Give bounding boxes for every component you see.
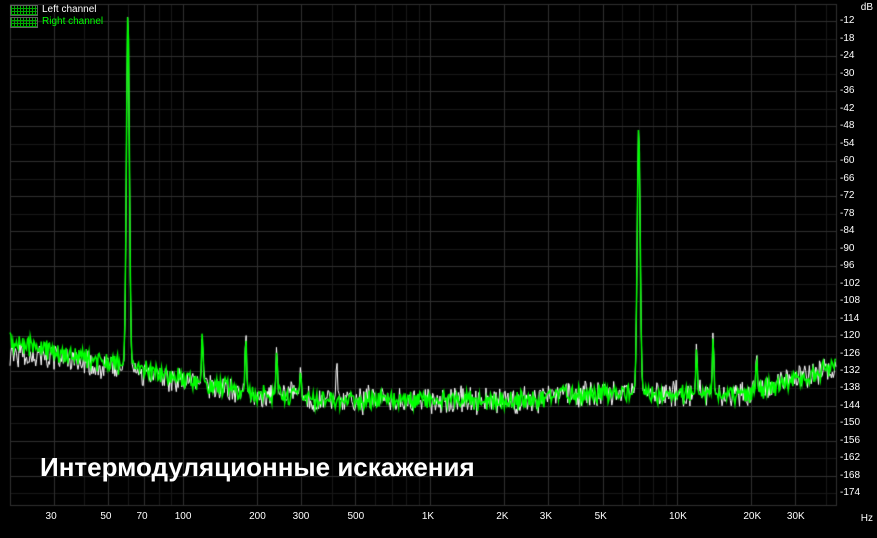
y-tick-label: -30 — [840, 68, 854, 79]
y-tick-label: -12 — [840, 15, 854, 26]
legend-label-left: Left channel — [42, 4, 97, 16]
y-tick-label: -162 — [840, 452, 860, 463]
x-tick-label: 300 — [293, 511, 310, 522]
x-axis-unit: Hz — [861, 513, 873, 524]
y-tick-label: -18 — [840, 33, 854, 44]
y-tick-label: -138 — [840, 382, 860, 393]
y-tick-label: -102 — [840, 278, 860, 289]
legend-item-right: Right channel — [10, 16, 103, 28]
y-tick-label: -120 — [840, 330, 860, 341]
x-tick-label: 20K — [743, 511, 761, 522]
y-tick-label: -42 — [840, 103, 854, 114]
x-tick-label: 10K — [669, 511, 687, 522]
x-tick-label: 3K — [540, 511, 552, 522]
y-tick-label: -108 — [840, 295, 860, 306]
y-tick-label: -132 — [840, 365, 860, 376]
y-tick-label: -60 — [840, 155, 854, 166]
legend: Left channel Right channel — [10, 4, 103, 28]
y-tick-label: -36 — [840, 85, 854, 96]
x-tick-label: 30 — [46, 511, 57, 522]
y-tick-label: -72 — [840, 190, 854, 201]
x-tick-label: 200 — [249, 511, 266, 522]
y-axis-unit: dB — [861, 2, 873, 13]
y-tick-label: -24 — [840, 50, 854, 61]
y-tick-label: -54 — [840, 138, 854, 149]
x-tick-label: 100 — [175, 511, 192, 522]
y-tick-label: -84 — [840, 225, 854, 236]
x-tick-label: 500 — [347, 511, 364, 522]
y-tick-label: -168 — [840, 470, 860, 481]
chart-title: Интермодуляционные искажения — [40, 452, 475, 483]
x-tick-label: 70 — [136, 511, 147, 522]
legend-swatch-left — [10, 5, 38, 16]
x-tick-label: 50 — [100, 511, 111, 522]
y-tick-label: -156 — [840, 435, 860, 446]
y-tick-label: -66 — [840, 173, 854, 184]
legend-item-left: Left channel — [10, 4, 103, 16]
legend-label-right: Right channel — [42, 16, 103, 28]
y-tick-label: -144 — [840, 400, 860, 411]
y-tick-label: -126 — [840, 348, 860, 359]
y-tick-label: -48 — [840, 120, 854, 131]
y-tick-label: -150 — [840, 417, 860, 428]
x-tick-label: 5K — [595, 511, 607, 522]
y-tick-label: -174 — [840, 487, 860, 498]
x-tick-label: 1K — [422, 511, 434, 522]
x-tick-label: 30K — [787, 511, 805, 522]
y-tick-label: -114 — [840, 313, 859, 324]
spectrum-chart: Left channel Right channel Интермодуляци… — [0, 0, 877, 538]
legend-swatch-right — [10, 17, 38, 28]
y-tick-label: -78 — [840, 208, 854, 219]
x-tick-label: 2K — [496, 511, 508, 522]
y-tick-label: -90 — [840, 243, 854, 254]
y-tick-label: -96 — [840, 260, 854, 271]
